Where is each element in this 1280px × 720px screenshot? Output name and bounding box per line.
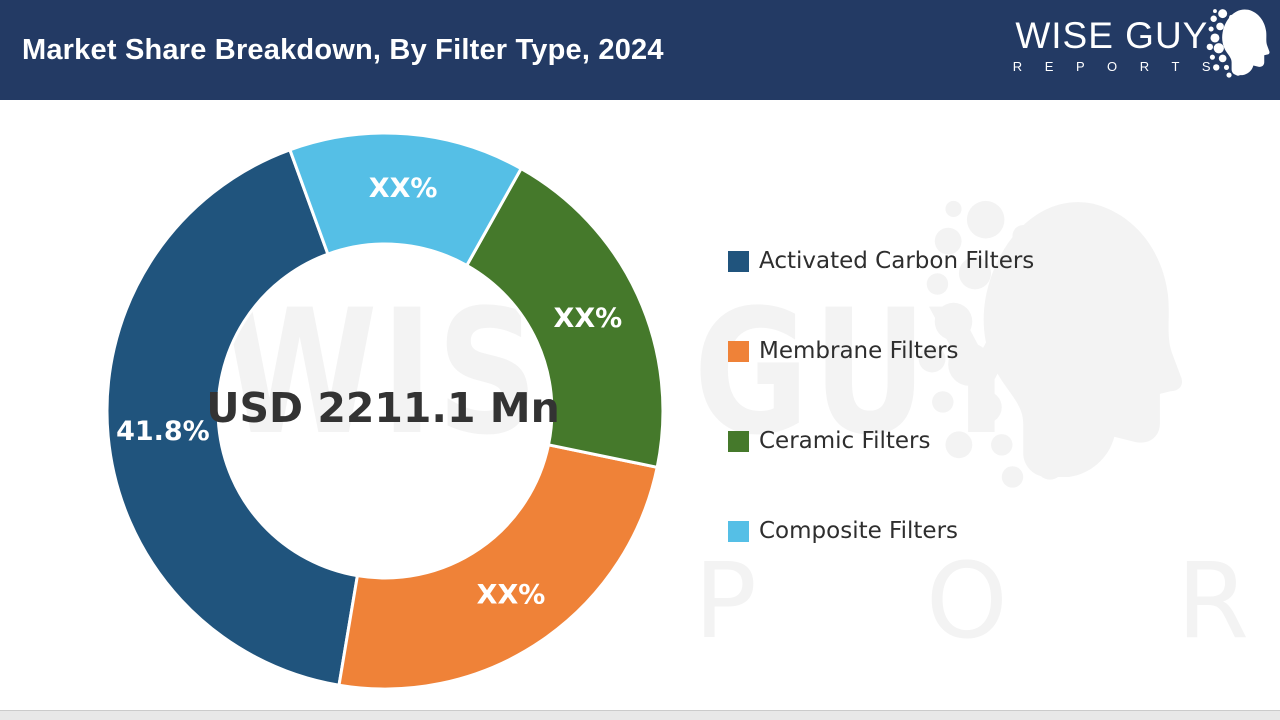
legend-label: Membrane Filters — [759, 338, 959, 364]
legend-item-membrane-filters: Membrane Filters — [728, 336, 1034, 366]
slice-value-label: XX% — [554, 303, 623, 334]
footer-bar — [0, 710, 1280, 720]
donut-segment-membrane-filters — [337, 443, 659, 691]
legend-item-composite-filters: Composite Filters — [728, 516, 1034, 546]
legend-swatch — [728, 340, 749, 362]
legend-item-activated-carbon-filters: Activated Carbon Filters — [728, 246, 1034, 276]
legend-swatch — [728, 520, 749, 542]
donut-segment-ceramic-filters — [465, 167, 665, 469]
header: Market Share Breakdown, By Filter Type, … — [0, 0, 1280, 100]
slice-value-label: XX% — [477, 580, 546, 611]
donut-segment-composite-filters — [288, 131, 523, 267]
legend-label: Ceramic Filters — [759, 428, 931, 454]
chart-center-value: USD 2211.1 Mn — [206, 384, 560, 432]
slice-value-label: XX% — [369, 173, 438, 204]
legend-swatch — [728, 430, 749, 452]
legend-label: Composite Filters — [759, 518, 959, 544]
legend: Activated Carbon Filters Membrane Filters… — [728, 246, 1034, 546]
legend-label: Activated Carbon Filters — [759, 248, 1035, 274]
legend-swatch — [728, 250, 749, 272]
logo-text: WISE GUY R E P O R T S — [1004, 15, 1220, 75]
logo-wordmark: WISE GUY — [1015, 15, 1209, 56]
donut-chart: 41.8% XX% XX% XX% — [105, 131, 665, 691]
logo-subtext: R E P O R T S — [1012, 59, 1220, 74]
legend-item-ceramic-filters: Ceramic Filters — [728, 426, 1034, 456]
logo-face-icon — [1206, 9, 1270, 78]
wiseguy-logo: WISE GUY R E P O R T S — [1004, 7, 1270, 83]
page-title: Market Share Breakdown, By Filter Type, … — [22, 33, 664, 66]
slice-value-label: 41.8% — [116, 416, 210, 447]
donut-segment-activated-carbon-filters — [105, 148, 359, 687]
